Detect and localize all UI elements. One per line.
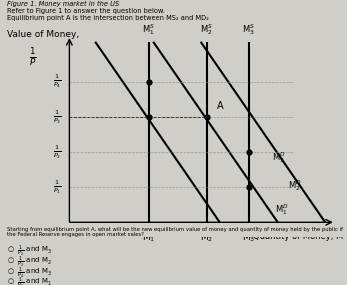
Text: M$_2$: M$_2$	[200, 231, 213, 244]
Text: $\frac{1}{P_2}$: $\frac{1}{P_2}$	[53, 143, 61, 161]
Text: ○  $\frac{1}{P_2}$ and M$_1$: ○ $\frac{1}{P_2}$ and M$_1$	[7, 276, 52, 285]
Text: A: A	[217, 101, 224, 111]
Text: Starting from equilibrium point A, what will be the new equilibrium value of mon: Starting from equilibrium point A, what …	[7, 227, 343, 237]
Text: 0: 0	[59, 227, 64, 236]
Text: $\frac{1}{P_1}$: $\frac{1}{P_1}$	[53, 178, 61, 196]
Text: Equilibrium point A is the intersection between MS₂ and MD₂: Equilibrium point A is the intersection …	[7, 15, 209, 21]
Text: ○  $\frac{1}{P_4}$ and M$_3$: ○ $\frac{1}{P_4}$ and M$_3$	[7, 266, 52, 281]
Text: M$_3$: M$_3$	[242, 231, 255, 244]
Text: ○  $\frac{1}{P_3}$ and M$_2$: ○ $\frac{1}{P_3}$ and M$_2$	[7, 255, 52, 270]
Text: $\frac{1}{P}$: $\frac{1}{P}$	[29, 46, 37, 68]
Text: $\frac{1}{P_3}$: $\frac{1}{P_3}$	[53, 108, 61, 126]
Text: Value of Money,: Value of Money,	[7, 30, 79, 39]
Text: Figure 1. Money market in the US: Figure 1. Money market in the US	[7, 1, 119, 7]
Text: ○  $\frac{1}{P_2}$ and M$_3$: ○ $\frac{1}{P_2}$ and M$_3$	[7, 244, 52, 259]
Text: Refer to Figure 1 to answer the question below.: Refer to Figure 1 to answer the question…	[7, 8, 165, 14]
Text: M$_3^S$: M$_3^S$	[242, 22, 255, 37]
Text: M$_1$: M$_1$	[142, 231, 155, 244]
Text: M$_3^D$: M$_3^D$	[272, 150, 286, 165]
Text: M$_1^S$: M$_1^S$	[142, 22, 155, 37]
Text: M$_2^S$: M$_2^S$	[200, 22, 213, 37]
Text: M$_2^D$: M$_2^D$	[288, 178, 302, 193]
Text: $\frac{1}{P_4}$: $\frac{1}{P_4}$	[53, 73, 61, 90]
Text: M$_1^D$: M$_1^D$	[275, 202, 289, 217]
Text: Quantity of Money, M: Quantity of Money, M	[253, 231, 344, 241]
